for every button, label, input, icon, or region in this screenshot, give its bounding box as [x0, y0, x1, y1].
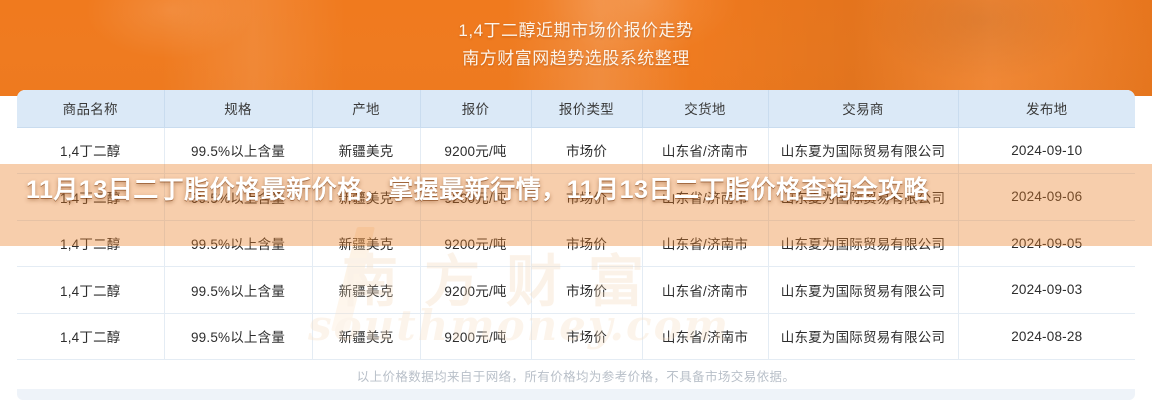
cell-delivery: 山东省/济南市: [642, 127, 769, 174]
cell-delivery: 山东省/济南市: [642, 313, 769, 360]
cell-product-name: 1,4丁二醇: [17, 220, 165, 267]
cell-publish-date: 2024-09-05: [958, 220, 1135, 267]
cell-price-type: 市场价: [531, 127, 643, 174]
column-header-trader: 交易商: [768, 90, 959, 128]
cell-origin: 新疆美克: [312, 266, 421, 314]
headline-overlay-text: 11月13日二丁脂价格最新价格，掌握最新行情，11月13日二丁脂价格查询全攻略: [26, 176, 929, 204]
cell-price: 9200元/吨: [420, 313, 532, 360]
hero-title-secondary: 南方财富网趋势选股系统整理: [462, 49, 690, 68]
table-row: 1,4丁二醇 99.5%以上含量 新疆美克 9200元/吨 市场价 山东省/济南…: [17, 266, 1135, 314]
cell-spec: 99.5%以上含量: [164, 173, 313, 221]
cell-price-type: 市场价: [531, 313, 643, 360]
column-header-delivery: 交货地: [642, 90, 769, 128]
cell-delivery: 山东省/济南市: [642, 173, 769, 221]
cell-publish-date: 2024-09-06: [958, 173, 1135, 221]
table-row: 1,4丁二醇 99.5%以上含量 新疆美克 9200元/吨 市场价 山东省/济南…: [17, 173, 1135, 221]
cell-trader: 山东夏为国际贸易有限公司: [768, 173, 959, 221]
cell-product-name: 1,4丁二醇: [17, 266, 165, 314]
column-header-price: 报价: [420, 90, 532, 128]
cell-spec: 99.5%以上含量: [164, 220, 313, 267]
cell-price-type: 市场价: [531, 220, 643, 267]
cell-price: 9200元/吨: [420, 173, 532, 221]
cell-publish-date: 2024-09-10: [958, 127, 1135, 174]
column-header-product-name: 商品名称: [17, 90, 165, 128]
cell-trader: 山东夏为国际贸易有限公司: [768, 313, 959, 360]
column-header-price-type: 报价类型: [531, 90, 643, 128]
cell-product-name: 1,4丁二醇: [17, 173, 165, 221]
cell-trader: 山东夏为国际贸易有限公司: [768, 127, 959, 174]
table-footer-bar: [17, 389, 1135, 400]
column-header-publish-date: 发布地: [958, 90, 1135, 128]
cell-price: 9200元/吨: [420, 220, 532, 267]
cell-delivery: 山东省/济南市: [642, 220, 769, 267]
cell-spec: 99.5%以上含量: [164, 313, 313, 360]
table-row: 1,4丁二醇 99.5%以上含量 新疆美克 9200元/吨 市场价 山东省/济南…: [17, 220, 1135, 267]
cell-price-type: 市场价: [531, 173, 643, 221]
cell-product-name: 1,4丁二醇: [17, 127, 165, 174]
disclaimer-note: 以上价格数据均来自于网络，所有价格均为参考价格，不具备市场交易依据。: [356, 370, 796, 384]
quote-table-card: 商品名称 规格 产地 报价 报价类型 交货地 交易商 发布地 1,4丁二醇 99…: [17, 90, 1135, 360]
cell-price-type: 市场价: [531, 266, 643, 314]
table-header-row: 商品名称 规格 产地 报价 报价类型 交货地 交易商 发布地: [17, 90, 1135, 128]
cell-trader: 山东夏为国际贸易有限公司: [768, 266, 959, 314]
table-row: 1,4丁二醇 99.5%以上含量 新疆美克 9200元/吨 市场价 山东省/济南…: [17, 313, 1135, 360]
hero-title-primary: 1,4丁二醇近期市场价报价走势: [458, 21, 694, 40]
cell-publish-date: 2024-08-28: [958, 313, 1135, 360]
cell-origin: 新疆美克: [312, 127, 421, 174]
table-row: 1,4丁二醇 99.5%以上含量 新疆美克 9200元/吨 市场价 山东省/济南…: [17, 127, 1135, 174]
cell-delivery: 山东省/济南市: [642, 266, 769, 314]
cell-product-name: 1,4丁二醇: [17, 313, 165, 360]
hero-title-group: 1,4丁二醇近期市场价报价走势 南方财富网趋势选股系统整理: [0, 0, 1152, 73]
column-header-spec: 规格: [164, 90, 313, 128]
cell-origin: 新疆美克: [312, 173, 421, 221]
cell-spec: 99.5%以上含量: [164, 266, 313, 314]
cell-price: 9200元/吨: [420, 127, 532, 174]
column-header-origin: 产地: [312, 90, 421, 128]
quote-table: 商品名称 规格 产地 报价 报价类型 交货地 交易商 发布地 1,4丁二醇 99…: [17, 90, 1135, 360]
hero-banner: 1,4丁二醇近期市场价报价走势 南方财富网趋势选股系统整理: [0, 0, 1152, 96]
cell-origin: 新疆美克: [312, 313, 421, 360]
quote-table-body: 1,4丁二醇 99.5%以上含量 新疆美克 9200元/吨 市场价 山东省/济南…: [17, 127, 1135, 360]
cell-publish-date: 2024-09-03: [958, 266, 1135, 314]
cell-origin: 新疆美克: [312, 220, 421, 267]
cell-price: 9200元/吨: [420, 266, 532, 314]
cell-trader: 山东夏为国际贸易有限公司: [768, 220, 959, 267]
cell-spec: 99.5%以上含量: [164, 127, 313, 174]
quote-table-head: 商品名称 规格 产地 报价 报价类型 交货地 交易商 发布地: [17, 90, 1135, 128]
